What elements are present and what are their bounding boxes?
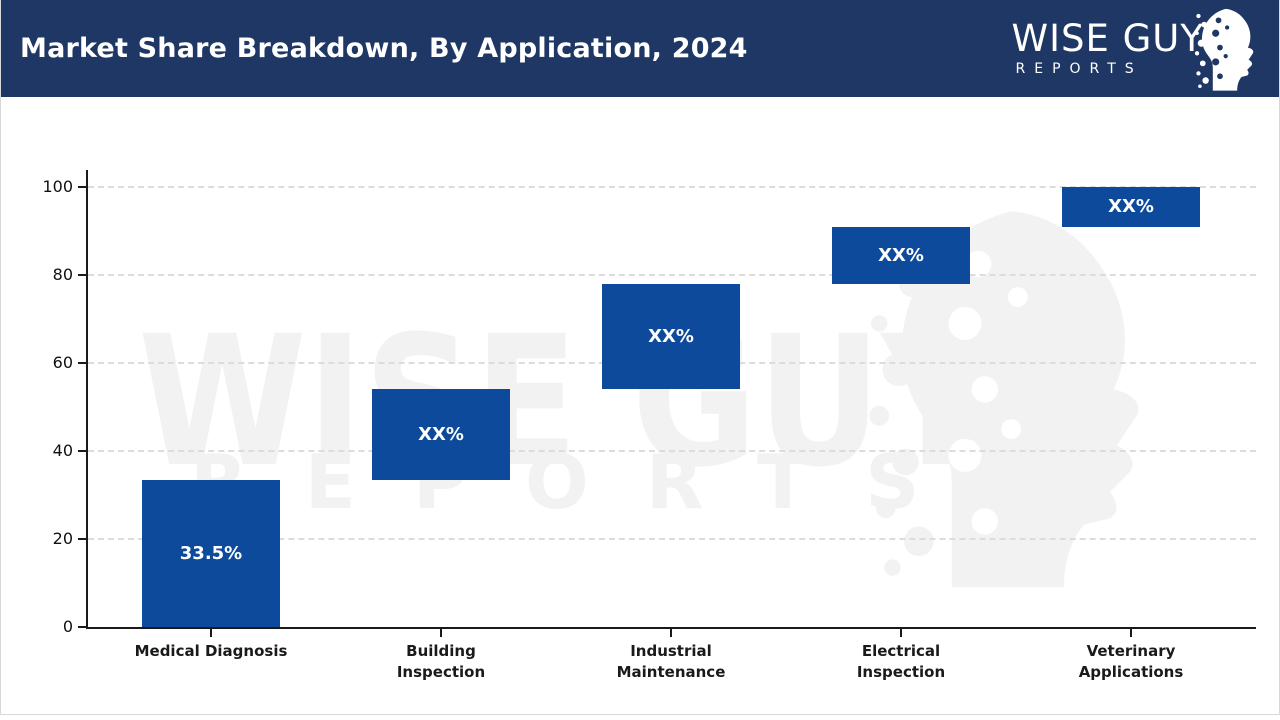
bar-value-label-industrial-maintenance: XX% bbox=[648, 326, 694, 348]
watermark-face-icon bbox=[869, 211, 1139, 588]
category-label-veterinary-applications: Veterinary Applications bbox=[1078, 642, 1184, 681]
bar-value-label-building-inspection: XX% bbox=[418, 423, 464, 445]
y-tick-label-40: 40 bbox=[52, 441, 73, 460]
gridline-y-100 bbox=[88, 186, 1256, 188]
bar-medical-diagnosis: 33.5% bbox=[142, 479, 280, 627]
report-header: Market Share Breakdown, By Application, … bbox=[0, 0, 1280, 97]
y-tick-label-60: 60 bbox=[52, 353, 73, 372]
x-tick-veterinary-applications bbox=[1130, 629, 1132, 637]
page-title: Market Share Breakdown, By Application, … bbox=[20, 33, 748, 64]
bar-veterinary-applications: XX% bbox=[1062, 187, 1200, 227]
x-tick-building-inspection bbox=[440, 629, 442, 637]
wiseguy-logo-face-icon bbox=[1194, 8, 1254, 91]
y-tick-40 bbox=[78, 450, 86, 452]
y-tick-20 bbox=[78, 538, 86, 540]
y-tick-100 bbox=[78, 186, 86, 188]
logo-wordmark: WISE GUY bbox=[1011, 17, 1204, 61]
watermark-text-line2: REPORTS bbox=[190, 438, 977, 526]
bar-building-inspection: XX% bbox=[372, 389, 510, 480]
category-label-medical-diagnosis: Medical Diagnosis bbox=[134, 642, 288, 660]
bar-value-label-medical-diagnosis: 33.5% bbox=[179, 542, 243, 564]
logo-subtext: REPORTS bbox=[1015, 60, 1143, 77]
y-tick-label-100: 100 bbox=[42, 177, 73, 196]
bar-value-label-electrical-inspection: XX% bbox=[878, 244, 924, 266]
y-tick-label-0: 0 bbox=[62, 617, 73, 636]
y-tick-60 bbox=[78, 362, 86, 364]
bar-industrial-maintenance: XX% bbox=[602, 283, 740, 390]
bar-value-label-veterinary-applications: XX% bbox=[1108, 196, 1154, 218]
gridline-y-20 bbox=[88, 538, 1256, 540]
category-label-electrical-inspection: Electrical Inspection bbox=[856, 642, 946, 681]
wiseguy-logo: WISE GUY REPORTS bbox=[1012, 6, 1280, 92]
y-axis-line bbox=[86, 170, 88, 629]
y-tick-label-80: 80 bbox=[52, 265, 73, 284]
x-tick-industrial-maintenance bbox=[670, 629, 672, 637]
bar-electrical-inspection: XX% bbox=[832, 226, 970, 284]
y-tick-label-20: 20 bbox=[52, 529, 73, 548]
x-tick-electrical-inspection bbox=[900, 629, 902, 637]
wiseguy-logo-text: WISE GUY REPORTS bbox=[1011, 17, 1204, 77]
x-axis-line bbox=[86, 627, 1256, 629]
category-label-industrial-maintenance: Industrial Maintenance bbox=[616, 642, 726, 681]
gridline-y-80 bbox=[88, 274, 1256, 276]
x-tick-medical-diagnosis bbox=[210, 629, 212, 637]
y-tick-0 bbox=[78, 626, 86, 628]
gridline-y-40 bbox=[88, 450, 1256, 452]
watermark-text-line1: WISE GUY bbox=[138, 298, 993, 507]
category-label-building-inspection: Building Inspection bbox=[396, 642, 486, 681]
y-tick-80 bbox=[78, 274, 86, 276]
